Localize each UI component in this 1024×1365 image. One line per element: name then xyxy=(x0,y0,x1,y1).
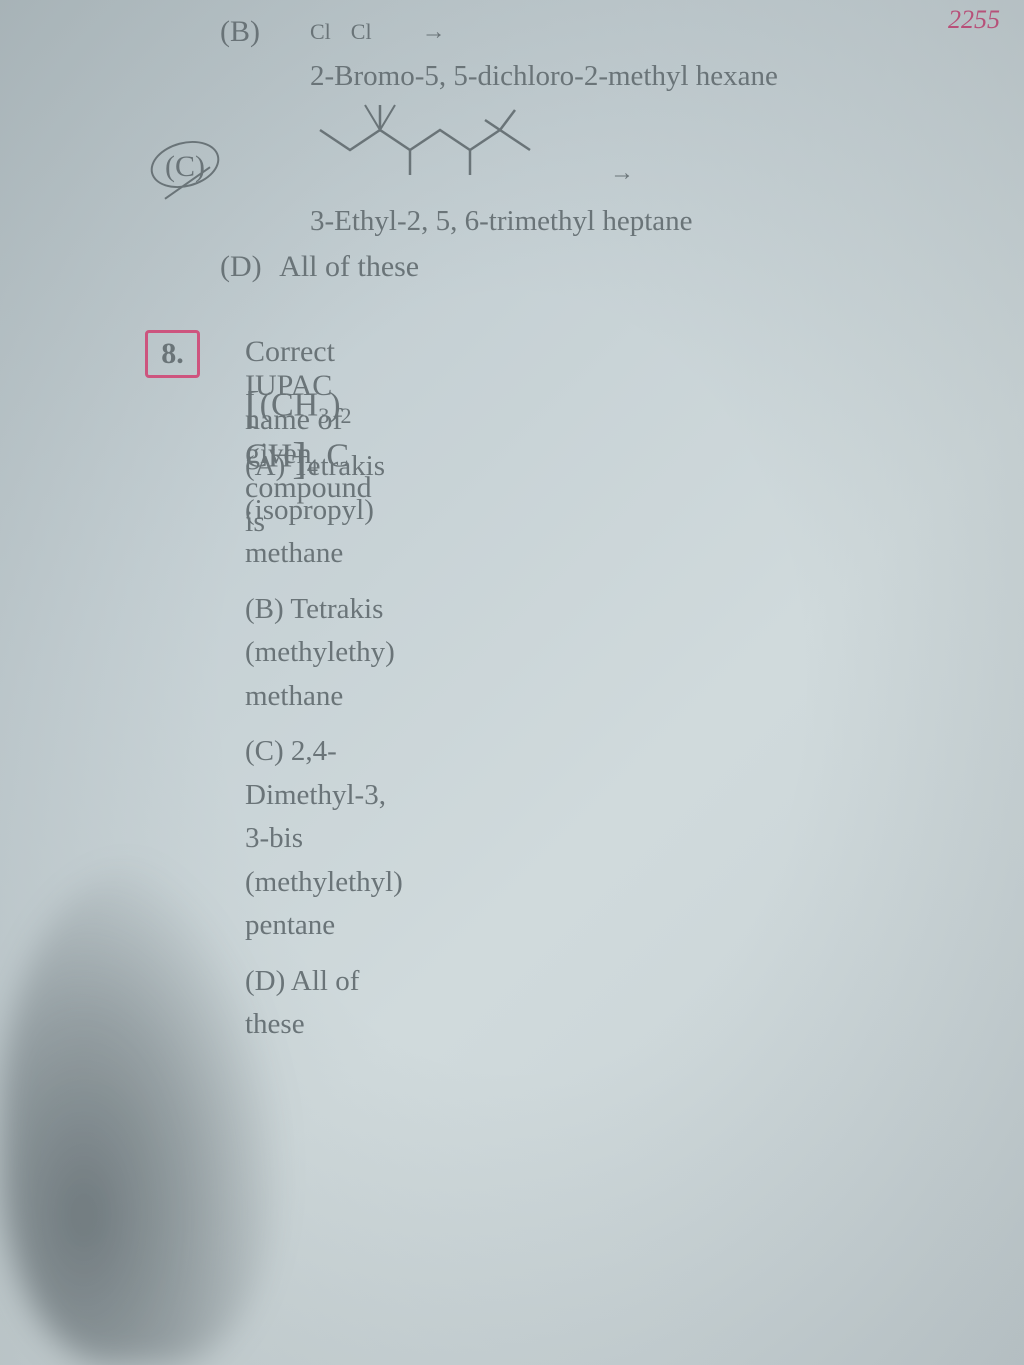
formula-paren: ) xyxy=(329,386,340,423)
cl-label-1: Cl xyxy=(310,19,331,45)
bracket-open: [ xyxy=(245,383,260,432)
formula-sub2: 2 xyxy=(341,403,352,428)
option-c: (C) 2,4-Dimethyl-3, 3-bis (methylethyl) … xyxy=(245,730,403,948)
compound-name-c: 3-Ethyl-2, 5, 6-trimethyl heptane xyxy=(310,205,693,238)
question-number-box: 8. xyxy=(145,330,200,378)
finger-shadow xyxy=(0,865,280,1365)
option-b-row: (B) Cl Cl → xyxy=(220,15,446,49)
option-c-label: (C) xyxy=(165,150,205,183)
option-a: (A) Tetrakis (isopropyl) methane xyxy=(245,445,403,576)
option-d-text: All of these xyxy=(279,250,419,283)
arrow-c: → xyxy=(610,160,634,187)
molecule-icon xyxy=(310,95,590,185)
question-number: 8. xyxy=(161,337,184,371)
compound-name-b: 2-Bromo-5, 5-dichloro-2-methyl hexane xyxy=(310,60,778,93)
formula-ch3: (CH xyxy=(260,386,319,423)
arrow-b: → xyxy=(422,19,446,46)
option-d-row: (D) All of these xyxy=(220,250,419,284)
cl-label-2: Cl xyxy=(351,19,372,45)
option-b-label: (B) xyxy=(220,15,260,49)
option-b: (B) Tetrakis (methylethy) methane xyxy=(245,588,403,719)
handwritten-note: 2255 xyxy=(948,5,1000,35)
options-list: (A) Tetrakis (isopropyl) methane (B) Tet… xyxy=(245,445,403,1059)
option-c-row: (C) xyxy=(165,150,205,184)
formula-sub3: 3 xyxy=(318,403,329,428)
structure-c xyxy=(310,95,590,190)
option-d-label: (D) xyxy=(220,250,262,283)
